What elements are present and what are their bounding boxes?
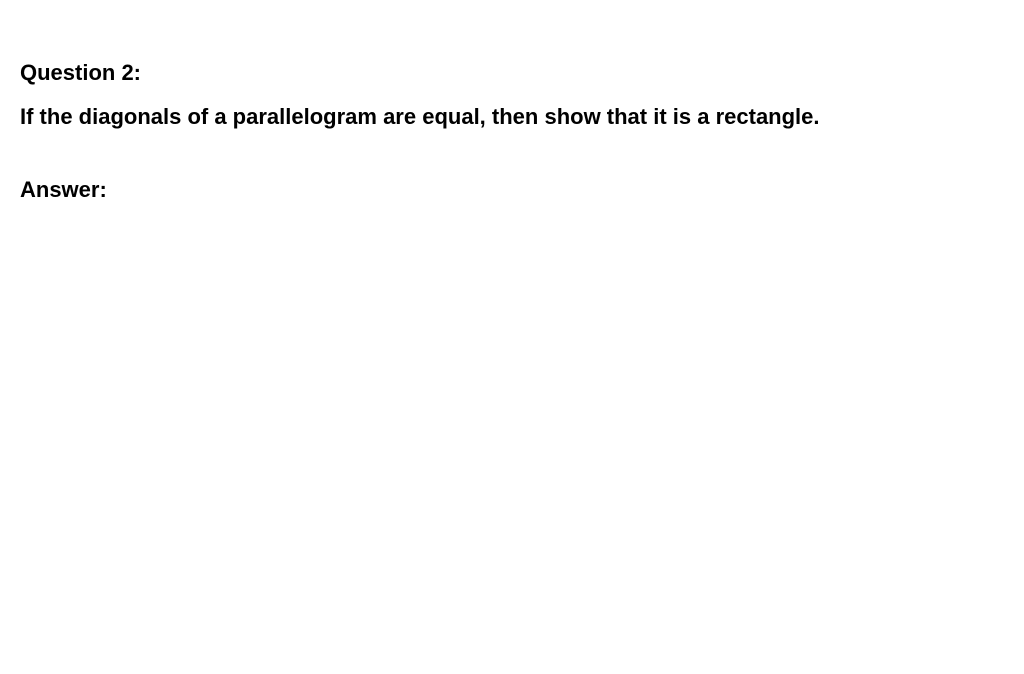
question-label: Question 2: bbox=[20, 60, 1004, 86]
answer-label: Answer: bbox=[20, 177, 1004, 203]
document-page: Question 2: If the diagonals of a parall… bbox=[0, 0, 1024, 223]
question-text: If the diagonals of a parallelogram are … bbox=[20, 102, 1004, 133]
